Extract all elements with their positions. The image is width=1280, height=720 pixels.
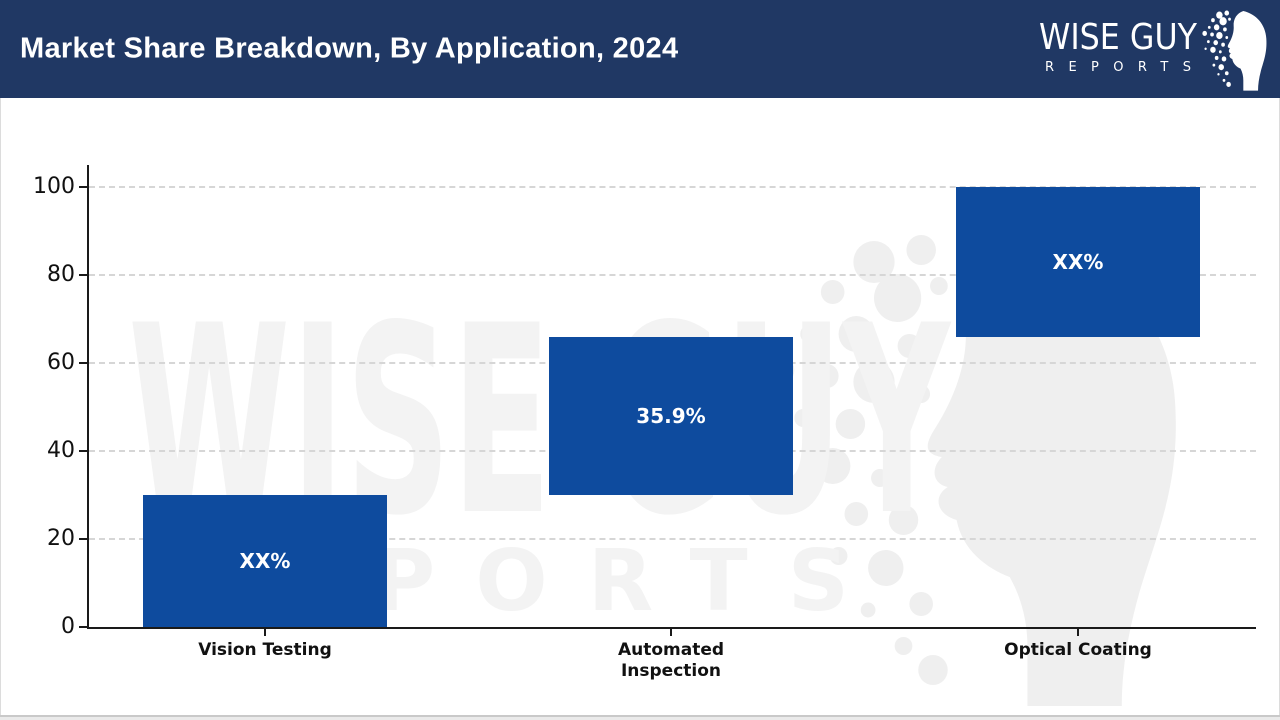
y-tick-mark [79, 362, 87, 364]
x-category-label: Vision Testing [198, 640, 332, 660]
y-tick-label: 80 [47, 262, 75, 287]
logo-face-icon [1202, 10, 1267, 91]
x-category-label: Automated Inspection [617, 640, 725, 681]
y-tick-mark [79, 186, 87, 188]
watermark-face-icon [764, 235, 1176, 706]
x-tick-mark [670, 629, 672, 636]
y-tick-label: 60 [47, 350, 75, 375]
bar-segment: 35.9% [549, 337, 793, 495]
bar-segment: XX% [143, 495, 387, 627]
plot: 0 20 40 60 80 100 XX% Vision Testing 35.9% Automa… [33, 165, 1256, 681]
x-category-label: Optical Coating [1004, 640, 1152, 660]
page-title: Market Share Breakdown, By Application, … [20, 32, 679, 65]
y-tick-label: 20 [47, 526, 75, 551]
x-tick-mark [1077, 629, 1079, 636]
bar-value-label: XX% [239, 549, 291, 573]
y-tick-label: 100 [33, 174, 75, 199]
gridline [89, 186, 1256, 188]
x-tick-mark [264, 629, 266, 636]
y-tick-label: 0 [61, 614, 75, 639]
gridline [89, 538, 1256, 540]
footer-strip [0, 715, 1280, 720]
bar-value-label: 35.9% [636, 404, 706, 429]
y-axis-line [87, 165, 89, 629]
y-tick-label: 40 [47, 438, 75, 463]
x-axis-line [87, 627, 1256, 629]
wise-guy-reports-logo: WISE GUY REPORTS [1039, 10, 1267, 91]
logo-subtext: REPORTS [1045, 60, 1191, 75]
y-tick-mark [79, 450, 87, 452]
header-bar: Market Share Breakdown, By Application, … [0, 0, 1280, 98]
logo-wordmark: WISE GUY [1039, 17, 1198, 58]
bar-segment: XX% [956, 187, 1200, 338]
y-tick-mark [79, 538, 87, 540]
y-tick-mark [79, 626, 87, 628]
bar-value-label: XX% [1052, 250, 1104, 275]
gridline [89, 274, 1256, 276]
y-tick-mark [79, 274, 87, 276]
